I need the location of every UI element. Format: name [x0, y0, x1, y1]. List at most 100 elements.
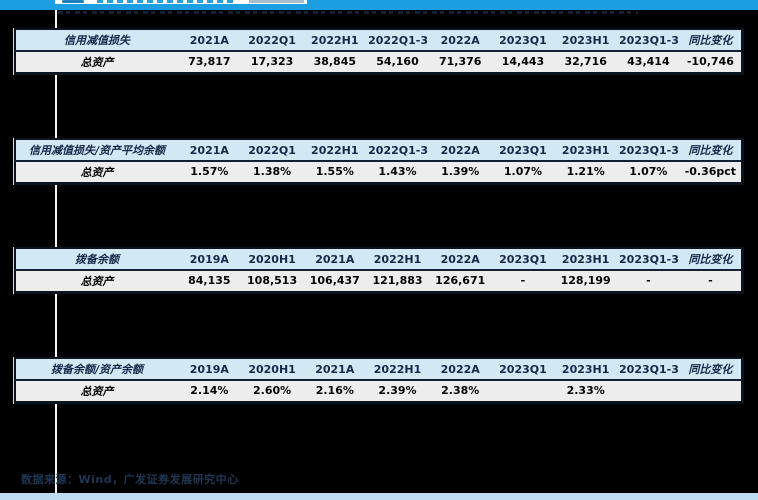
value-cell: 2.38% [441, 384, 480, 398]
value-cell: 126,671 [435, 274, 486, 288]
table-credit-impairment-over-avg-assets: 信用减值损失/资产平均余额 2021A 2022Q1 2022H1 2022Q1-3 20… [14, 138, 744, 185]
value-cell: 1.57% [190, 165, 229, 179]
cropped-logo-text [97, 0, 237, 3]
column-header: 2023Q1 [499, 252, 547, 266]
column-header: 2022H1 [373, 252, 422, 266]
table-credit-impairment-loss: 信用减值损失 2021A 2022Q1 2022H1 2022Q1-3 2022A 2023… [14, 28, 744, 75]
column-header: 2019A [189, 362, 229, 376]
value-cell: 32,716 [564, 55, 607, 69]
value-cell: 38,845 [313, 55, 357, 69]
value-cell [617, 380, 680, 402]
column-header: 2023Q1-3 [619, 362, 679, 376]
value-cell: - [646, 274, 651, 288]
value-cell [680, 380, 743, 402]
table-title-cell: 信用减值损失 [64, 34, 130, 47]
value-cell: 1.21% [566, 165, 605, 179]
column-header: 2020H1 [248, 252, 296, 266]
column-header: 2022H1 [373, 362, 422, 376]
data-source-caption: 数据来源：Wind，广发证券发展研究中心 [21, 473, 239, 486]
value-cell: 1.55% [315, 165, 354, 179]
value-cell: 1.07% [503, 165, 543, 179]
column-header: 2021A [189, 33, 229, 47]
column-header: 2023H1 [561, 33, 610, 47]
value-cell: 2.14% [190, 384, 229, 398]
column-header: 2019A [189, 252, 229, 266]
table-row: 总资产 1.57% 1.38% 1.55% 1.43% 1.39% 1.07% 1.21% 1.… [15, 161, 743, 183]
column-header: 2022Q1 [248, 33, 296, 47]
column-header: 2022H1 [311, 33, 359, 47]
column-header: 2022A [440, 252, 480, 266]
cropped-logo-box [55, 0, 307, 4]
value-cell: 2.39% [378, 384, 417, 398]
cropped-logo-block [249, 0, 304, 3]
value-cell: 1.38% [252, 165, 292, 179]
value-cell: 14,443 [501, 55, 545, 69]
value-cell: 128,199 [560, 274, 611, 288]
value-cell: 1.07% [629, 165, 668, 179]
value-cell: 17,323 [250, 55, 294, 69]
column-header: 2023Q1-3 [619, 143, 679, 157]
table-row: 总资产 2.14% 2.60% 2.16% 2.39% 2.38% 2.33% [15, 380, 743, 402]
table-provision-balance: 拨备余额 2019A 2020H1 2021A 2022H1 2022A 2023Q1 202… [14, 247, 744, 294]
value-cell: 2.33% [566, 384, 605, 398]
column-header: 同比变化 [688, 253, 733, 266]
value-cell: 108,513 [247, 274, 298, 288]
data-table: 信用减值损失 2021A 2022Q1 2022H1 2022Q1-3 2022A 2023… [14, 28, 744, 75]
column-header: 2022Q1-3 [368, 143, 428, 157]
column-header: 2021A [189, 143, 229, 157]
row-label-cell: 总资产 [80, 165, 114, 179]
value-cell: 84,135 [188, 274, 231, 288]
table-row: 总资产 73,817 17,323 38,845 54,160 71,376 14,443 3… [15, 51, 743, 73]
value-cell: 43,414 [627, 55, 670, 69]
column-header: 2022H1 [311, 143, 359, 157]
cropped-text-artifact [58, 11, 638, 14]
logo-icon [62, 0, 84, 3]
column-header: 同比变化 [688, 144, 733, 157]
value-cell: 106,437 [309, 274, 360, 288]
data-table: 拨备余额/资产余额 2019A 2020H1 2021A 2022H1 2022A 2023… [14, 357, 744, 404]
value-cell: 71,376 [439, 55, 482, 69]
table-title-cell: 信用减值损失/资产平均余额 [28, 144, 166, 157]
value-cell: 1.43% [378, 165, 417, 179]
column-header: 同比变化 [688, 34, 733, 47]
data-table: 信用减值损失/资产平均余额 2021A 2022Q1 2022H1 2022Q1-3 20… [14, 138, 744, 185]
value-cell: 2.16% [315, 384, 354, 398]
value-cell: 54,160 [376, 55, 419, 69]
column-header: 2021A [315, 362, 355, 376]
column-header: 同比变化 [688, 363, 733, 376]
bottom-footer-bar [0, 493, 758, 500]
column-header: 2023H1 [561, 143, 610, 157]
column-header: 2022A [440, 143, 480, 157]
top-header-bar [0, 0, 758, 10]
table-title-cell: 拨备余额/资产余额 [50, 363, 144, 376]
value-cell: -10,746 [686, 55, 734, 69]
column-header: 2023H1 [561, 252, 610, 266]
column-header: 2023Q1-3 [619, 33, 679, 47]
page-margin-rule [55, 10, 57, 493]
column-header: 2022A [440, 33, 480, 47]
column-header: 2022Q1 [248, 143, 296, 157]
column-header: 2023Q1 [499, 143, 547, 157]
column-header: 2021A [315, 252, 355, 266]
value-cell [492, 380, 555, 402]
row-label-cell: 总资产 [80, 274, 114, 288]
column-header: 2023Q1 [499, 362, 547, 376]
row-label-cell: 总资产 [80, 55, 114, 69]
value-cell: - [520, 274, 526, 288]
value-cell: 1.39% [441, 165, 480, 179]
table-row: 总资产 84,135 108,513 106,437 121,883 126,671 - 12… [15, 270, 743, 292]
value-cell: 73,817 [188, 55, 231, 69]
column-header: 2022A [440, 362, 480, 376]
table-provision-over-asset-balance: 拨备余额/资产余额 2019A 2020H1 2021A 2022H1 2022A 2023… [14, 357, 744, 404]
table-title-cell: 拨备余额 [75, 253, 119, 266]
column-header: 2023Q1 [499, 33, 547, 47]
data-table: 拨备余额 2019A 2020H1 2021A 2022H1 2022A 2023Q1 202… [14, 247, 744, 294]
column-header: 2023H1 [561, 362, 610, 376]
value-cell: 121,883 [372, 274, 423, 288]
value-cell: - [708, 274, 713, 288]
value-cell: -0.36pct [684, 165, 737, 179]
column-header: 2020H1 [248, 362, 296, 376]
column-header: 2023Q1-3 [619, 252, 679, 266]
row-label-cell: 总资产 [80, 384, 114, 398]
